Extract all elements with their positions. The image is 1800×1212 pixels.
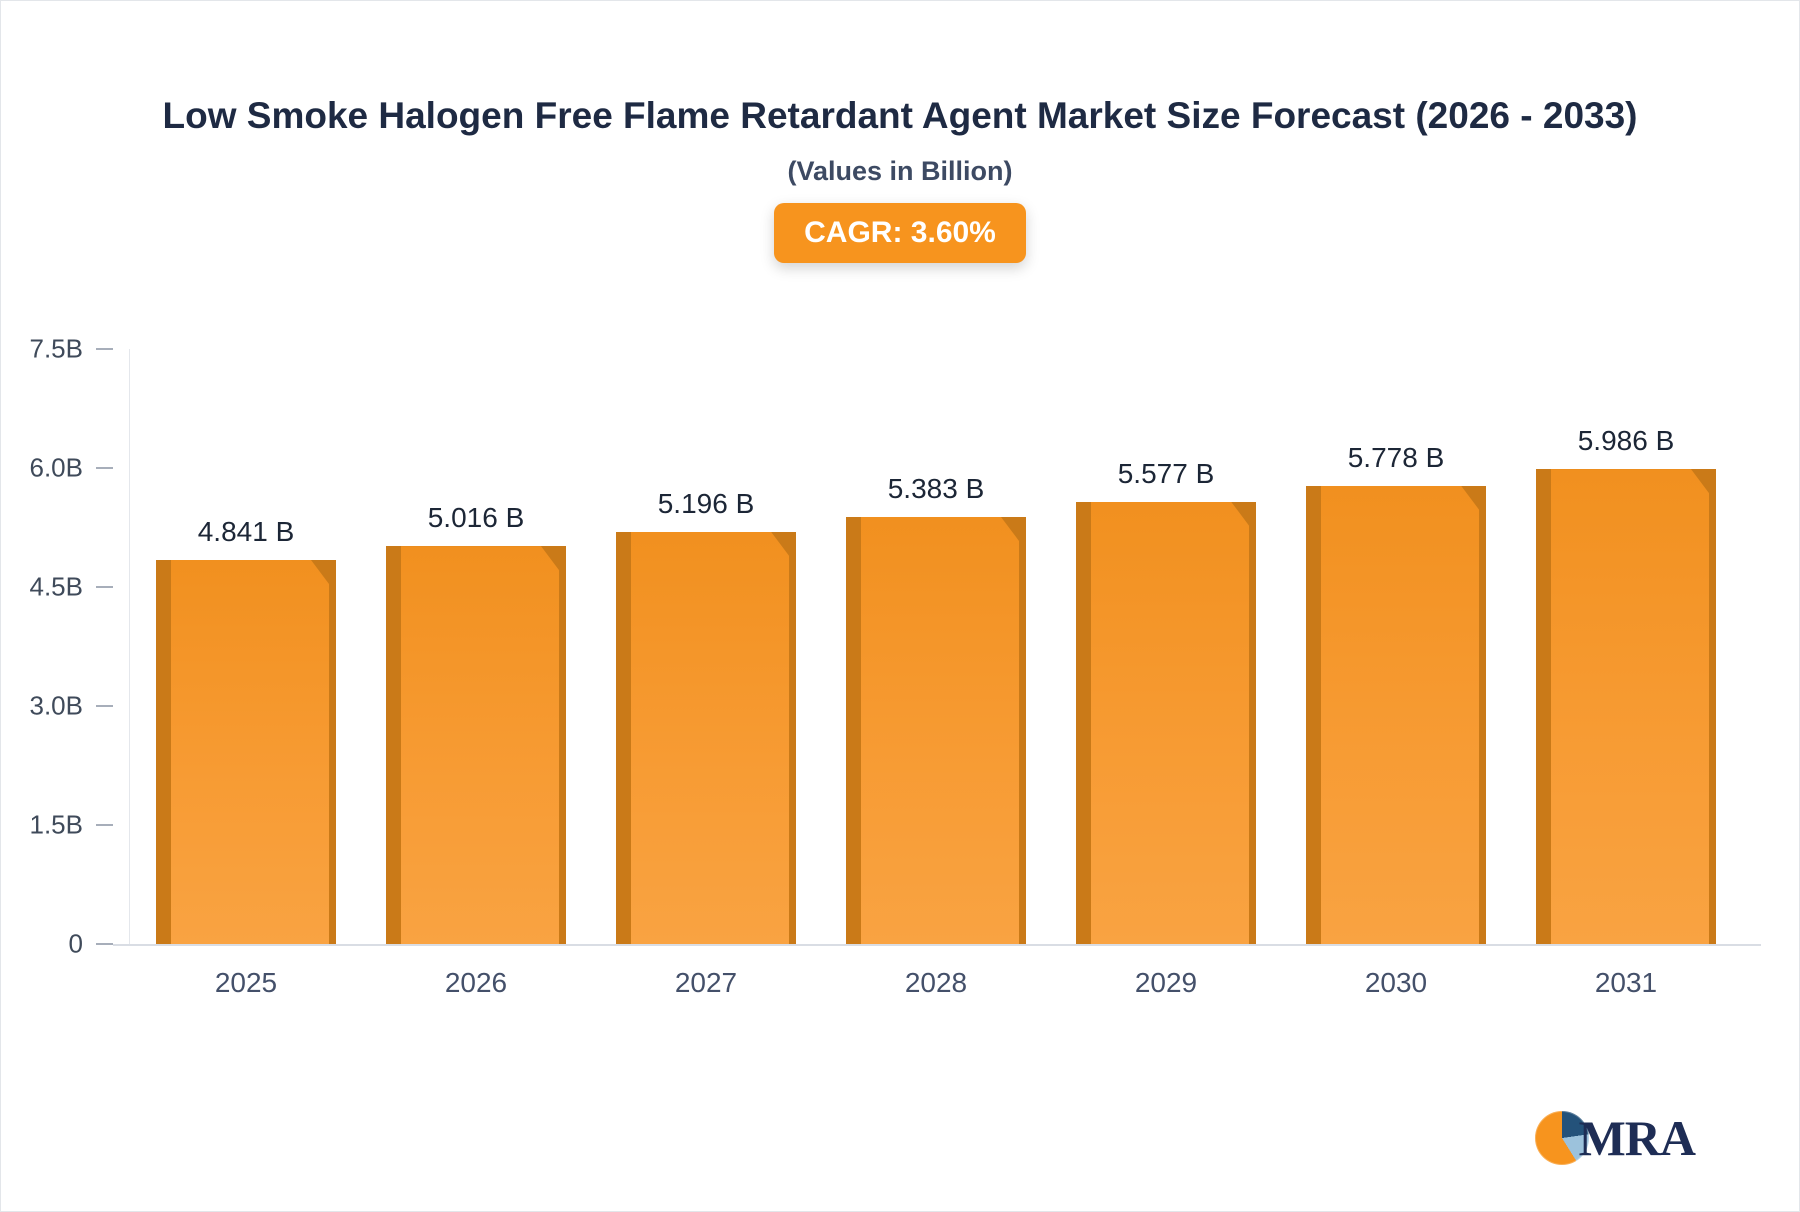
- bar-group: 5.577 B: [1051, 349, 1281, 944]
- bar-value-label: 5.778 B: [1347, 441, 1445, 473]
- y-tick-mark: [96, 348, 113, 350]
- x-axis-label: 2030: [1364, 967, 1428, 998]
- x-axis-label: 2028: [904, 967, 968, 998]
- bar-group: 4.841 B: [131, 349, 361, 944]
- y-tick-label: 3.0B: [29, 690, 84, 721]
- y-tick-mark: [96, 824, 113, 826]
- bar-value-label: 5.577 B: [1117, 457, 1215, 489]
- bar-face: [401, 546, 559, 944]
- x-axis-label: 2029: [1134, 967, 1198, 998]
- brand-logo-text: MRA: [1578, 1110, 1696, 1166]
- chart-subtitle: (Values in Billion): [787, 156, 1013, 187]
- y-tick-label: 6.0B: [29, 452, 84, 483]
- bar: [386, 546, 566, 944]
- bar-group: 5.778 B: [1281, 349, 1511, 944]
- bar-group: 5.196 B: [591, 349, 821, 944]
- bar: [616, 531, 796, 944]
- y-tick-mark: [96, 705, 113, 707]
- bar-face: [1551, 469, 1709, 944]
- bar: [1306, 485, 1486, 944]
- y-axis: 0 1.5B 3.0B 4.5B 6.0B 7.5B: [1, 334, 119, 959]
- bar-face: [171, 560, 329, 944]
- x-axis-label: 2026: [444, 967, 508, 998]
- bar-value-label: 5.016 B: [427, 502, 525, 534]
- bar: [156, 559, 336, 944]
- bar-face: [1321, 486, 1479, 944]
- bar-value-label: 5.986 B: [1577, 425, 1675, 457]
- bar-value-label: 5.383 B: [887, 472, 985, 504]
- x-axis-label: 2025: [214, 967, 278, 998]
- x-axis-baseline: [113, 944, 1761, 946]
- chart-header: Low Smoke Halogen Free Flame Retardant A…: [1, 87, 1799, 264]
- chart-title: Low Smoke Halogen Free Flame Retardant A…: [162, 95, 1638, 136]
- y-tick-mark: [96, 943, 113, 945]
- brand-logo: MRA: [1534, 1109, 1696, 1167]
- bar-value-label: 4.841 B: [197, 515, 295, 547]
- bar: [1076, 501, 1256, 944]
- bar-face: [1091, 502, 1249, 944]
- plot-area: 4.841 B 5.016 B 5.196 B 5.383 B 5.577 B 5.778…: [131, 349, 1741, 944]
- y-tick-label: 1.5B: [29, 809, 84, 840]
- bar-group: 5.986 B: [1511, 349, 1741, 944]
- pie-chart-logo-icon: [1534, 1111, 1589, 1165]
- bar-value-label: 5.196 B: [657, 487, 755, 519]
- bars: 4.841 B 5.016 B 5.196 B 5.383 B 5.577 B 5.778…: [131, 349, 1741, 944]
- bar-face: [861, 517, 1019, 944]
- y-tick-label: 4.5B: [29, 571, 84, 602]
- bar-face: [631, 532, 789, 944]
- bar-group: 5.016 B: [361, 349, 591, 944]
- y-tick-mark: [96, 467, 113, 469]
- bar: [1536, 469, 1716, 944]
- x-axis: 2025 2026 2027 2028 2029 2030 2031: [131, 967, 1741, 999]
- x-axis-label: 2027: [674, 967, 738, 998]
- cagr-badge: CAGR: 3.60%: [774, 203, 1026, 264]
- y-tick-mark: [96, 586, 113, 588]
- bar-group: 5.383 B: [821, 349, 1051, 944]
- x-axis-label: 2031: [1594, 967, 1658, 998]
- y-axis-line: [129, 349, 130, 945]
- bar: [846, 516, 1026, 944]
- y-tick-label: 0: [68, 928, 83, 959]
- y-tick-label: 7.5B: [29, 333, 84, 364]
